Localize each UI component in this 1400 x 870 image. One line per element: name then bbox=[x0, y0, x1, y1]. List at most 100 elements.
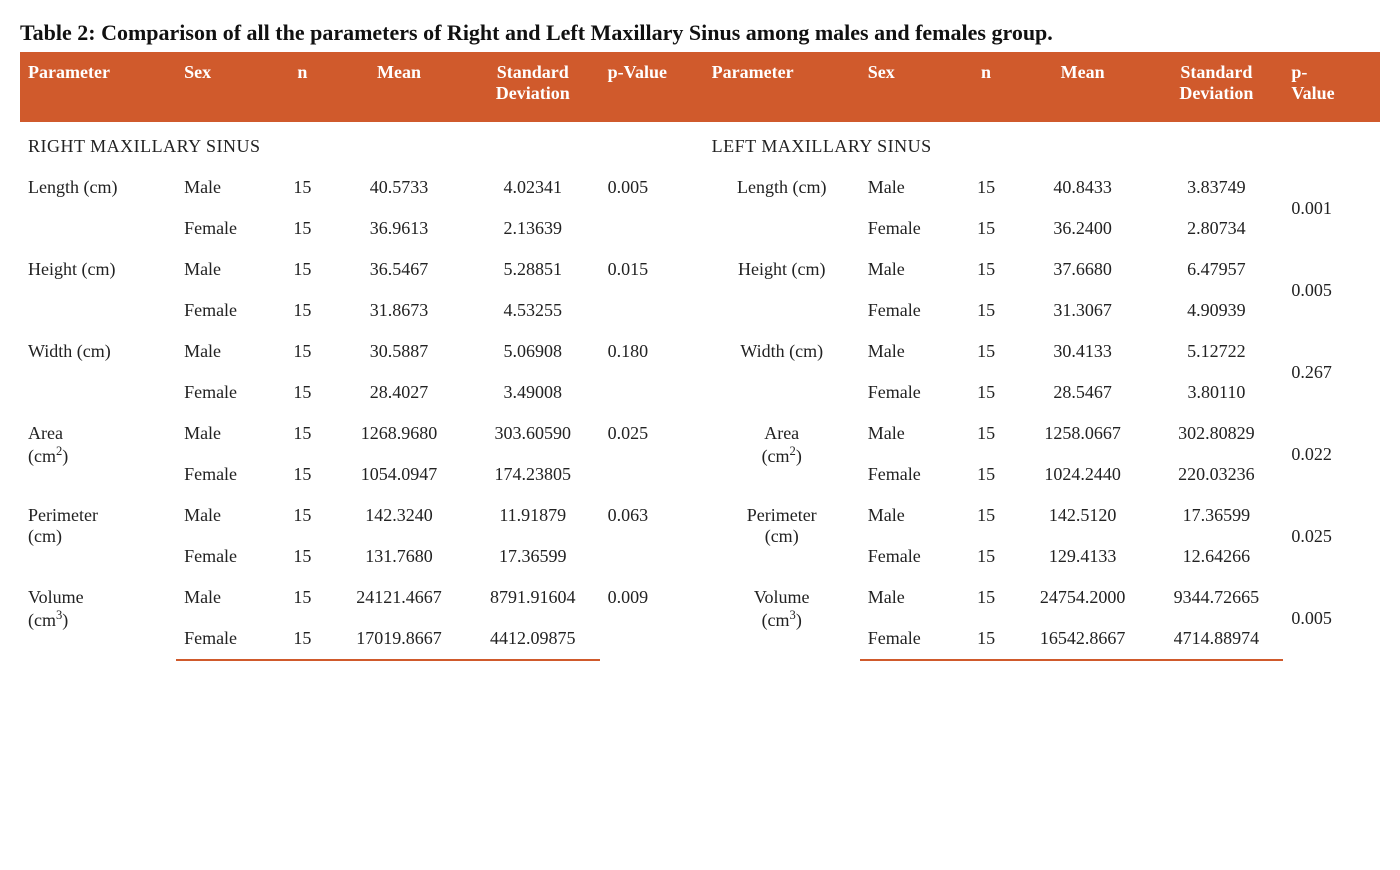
sex-cell: Male bbox=[176, 167, 273, 208]
mean-cell: 129.4133 bbox=[1016, 536, 1150, 577]
table-row: Height (cm)Male1536.54675.288510.015Heig… bbox=[20, 249, 1380, 290]
n-cell: 15 bbox=[956, 454, 1015, 495]
n-cell: 15 bbox=[273, 249, 332, 290]
param-label: Perimeter(cm) bbox=[704, 495, 860, 577]
mean-cell: 1024.2440 bbox=[1016, 454, 1150, 495]
sex-cell: Female bbox=[176, 372, 273, 413]
param-label: Length (cm) bbox=[20, 167, 176, 249]
col-mean: Mean bbox=[332, 52, 466, 122]
n-cell: 15 bbox=[273, 536, 332, 577]
sex-cell: Female bbox=[176, 536, 273, 577]
param-label: Area(cm2) bbox=[20, 413, 176, 495]
n-cell: 15 bbox=[273, 372, 332, 413]
col-parameter: Parameter bbox=[20, 52, 176, 122]
sd-cell: 11.91879 bbox=[466, 495, 600, 536]
n-cell: 15 bbox=[273, 413, 332, 454]
p-cell: 0.267 bbox=[1283, 331, 1380, 413]
n-cell: 15 bbox=[956, 167, 1015, 208]
mean-cell: 1268.9680 bbox=[332, 413, 466, 454]
p-cell: 0.022 bbox=[1283, 413, 1380, 495]
col-p-2: p-Value bbox=[1283, 52, 1380, 122]
mean-cell: 28.5467 bbox=[1016, 372, 1150, 413]
col-sd-2: StandardDeviation bbox=[1150, 52, 1284, 122]
mean-cell: 1258.0667 bbox=[1016, 413, 1150, 454]
sex-cell: Female bbox=[176, 618, 273, 660]
comparison-table: Parameter Sex n Mean StandardDeviation p… bbox=[20, 52, 1380, 661]
sd-cell: 4412.09875 bbox=[466, 618, 600, 660]
n-cell: 15 bbox=[273, 290, 332, 331]
sd-cell: 3.83749 bbox=[1150, 167, 1284, 208]
sd-cell: 8791.91604 bbox=[466, 577, 600, 618]
section-row: RIGHT MAXILLARY SINUS LEFT MAXILLARY SIN… bbox=[20, 122, 1380, 167]
sex-cell: Male bbox=[176, 249, 273, 290]
sex-cell: Female bbox=[860, 208, 957, 249]
p-cell: 0.063 bbox=[600, 495, 697, 577]
param-label: Length (cm) bbox=[704, 167, 860, 249]
col-p: p-Value bbox=[600, 52, 697, 122]
sex-cell: Female bbox=[176, 454, 273, 495]
mean-cell: 30.5887 bbox=[332, 331, 466, 372]
mean-cell: 30.4133 bbox=[1016, 331, 1150, 372]
sd-cell: 4.53255 bbox=[466, 290, 600, 331]
mean-cell: 36.2400 bbox=[1016, 208, 1150, 249]
n-cell: 15 bbox=[273, 495, 332, 536]
table-row: Volume(cm3)Male1524121.46678791.916040.0… bbox=[20, 577, 1380, 618]
n-cell: 15 bbox=[273, 618, 332, 660]
sd-cell: 220.03236 bbox=[1150, 454, 1284, 495]
col-n-2: n bbox=[956, 52, 1015, 122]
section-right-sinus: RIGHT MAXILLARY SINUS bbox=[20, 122, 696, 167]
sd-cell: 2.13639 bbox=[466, 208, 600, 249]
param-label: Width (cm) bbox=[704, 331, 860, 413]
sex-cell: Male bbox=[176, 413, 273, 454]
col-mean-2: Mean bbox=[1016, 52, 1150, 122]
p-cell: 0.005 bbox=[600, 167, 697, 249]
table-row: Area(cm2)Male151268.9680303.605900.025Ar… bbox=[20, 413, 1380, 454]
col-parameter-2: Parameter bbox=[704, 52, 860, 122]
param-label: Height (cm) bbox=[704, 249, 860, 331]
mean-cell: 28.4027 bbox=[332, 372, 466, 413]
sd-cell: 174.23805 bbox=[466, 454, 600, 495]
sd-cell: 4.02341 bbox=[466, 167, 600, 208]
p-cell: 0.009 bbox=[600, 577, 697, 660]
mean-cell: 142.5120 bbox=[1016, 495, 1150, 536]
n-cell: 15 bbox=[956, 577, 1015, 618]
mean-cell: 1054.0947 bbox=[332, 454, 466, 495]
sd-cell: 9344.72665 bbox=[1150, 577, 1284, 618]
col-sd: StandardDeviation bbox=[466, 52, 600, 122]
table-header: Parameter Sex n Mean StandardDeviation p… bbox=[20, 52, 1380, 122]
n-cell: 15 bbox=[956, 372, 1015, 413]
n-cell: 15 bbox=[956, 290, 1015, 331]
mean-cell: 16542.8667 bbox=[1016, 618, 1150, 660]
sex-cell: Male bbox=[860, 495, 957, 536]
param-label: Width (cm) bbox=[20, 331, 176, 413]
mean-cell: 31.3067 bbox=[1016, 290, 1150, 331]
col-sex: Sex bbox=[176, 52, 273, 122]
col-n: n bbox=[273, 52, 332, 122]
param-label: Area(cm2) bbox=[704, 413, 860, 495]
sd-cell: 302.80829 bbox=[1150, 413, 1284, 454]
sd-cell: 5.06908 bbox=[466, 331, 600, 372]
sex-cell: Female bbox=[860, 454, 957, 495]
n-cell: 15 bbox=[956, 249, 1015, 290]
table-row: Perimeter(cm)Male15142.324011.918790.063… bbox=[20, 495, 1380, 536]
n-cell: 15 bbox=[956, 331, 1015, 372]
mean-cell: 142.3240 bbox=[332, 495, 466, 536]
sex-cell: Female bbox=[860, 536, 957, 577]
sex-cell: Male bbox=[860, 413, 957, 454]
sex-cell: Male bbox=[176, 577, 273, 618]
sd-cell: 4714.88974 bbox=[1150, 618, 1284, 660]
sd-cell: 17.36599 bbox=[1150, 495, 1284, 536]
n-cell: 15 bbox=[273, 454, 332, 495]
mean-cell: 36.5467 bbox=[332, 249, 466, 290]
n-cell: 15 bbox=[273, 208, 332, 249]
param-label: Volume(cm3) bbox=[704, 577, 860, 660]
section-left-sinus: LEFT MAXILLARY SINUS bbox=[704, 122, 1380, 167]
table-row: Width (cm)Male1530.58875.069080.180Width… bbox=[20, 331, 1380, 372]
sex-cell: Male bbox=[860, 167, 957, 208]
sd-cell: 17.36599 bbox=[466, 536, 600, 577]
sex-cell: Male bbox=[176, 495, 273, 536]
sex-cell: Female bbox=[176, 290, 273, 331]
sd-cell: 5.12722 bbox=[1150, 331, 1284, 372]
mean-cell: 24754.2000 bbox=[1016, 577, 1150, 618]
n-cell: 15 bbox=[956, 208, 1015, 249]
